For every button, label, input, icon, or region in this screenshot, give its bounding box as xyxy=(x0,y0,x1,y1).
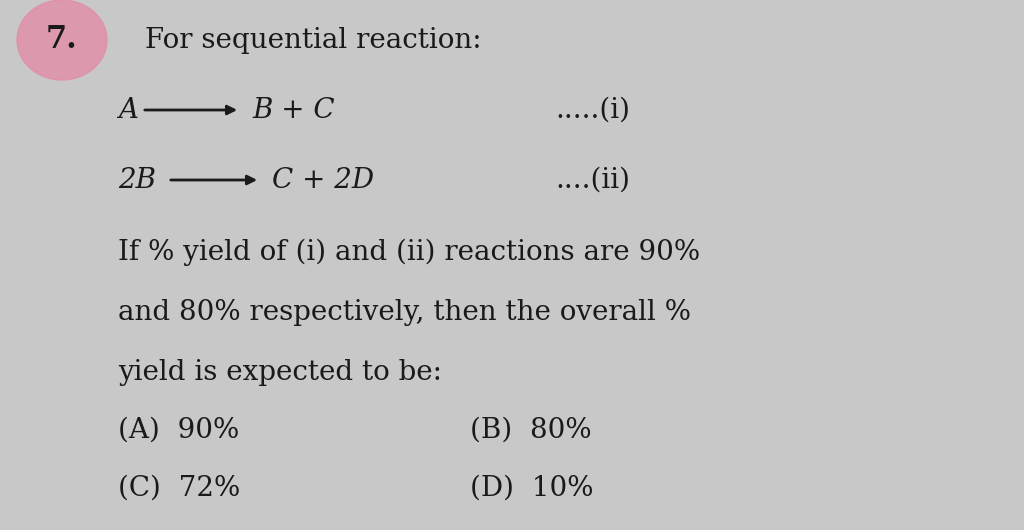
Text: A: A xyxy=(118,96,138,123)
Text: 7.: 7. xyxy=(46,24,78,56)
Text: For sequential reaction:: For sequential reaction: xyxy=(145,26,481,54)
Text: and 80% respectively, then the overall %: and 80% respectively, then the overall % xyxy=(118,298,691,325)
Text: (B)  80%: (B) 80% xyxy=(470,417,592,444)
Text: yield is expected to be:: yield is expected to be: xyxy=(118,358,442,385)
Ellipse shape xyxy=(17,0,106,80)
Text: 2B: 2B xyxy=(118,166,156,193)
Text: C + 2D: C + 2D xyxy=(272,166,374,193)
Text: (C)  72%: (C) 72% xyxy=(118,474,241,501)
Text: If % yield of (i) and (ii) reactions are 90%: If % yield of (i) and (ii) reactions are… xyxy=(118,238,700,266)
Text: (A)  90%: (A) 90% xyxy=(118,417,240,444)
Text: .....(i): .....(i) xyxy=(555,96,630,123)
Text: (D)  10%: (D) 10% xyxy=(470,474,594,501)
Text: B + C: B + C xyxy=(252,96,335,123)
Text: ....(ii): ....(ii) xyxy=(555,166,630,193)
